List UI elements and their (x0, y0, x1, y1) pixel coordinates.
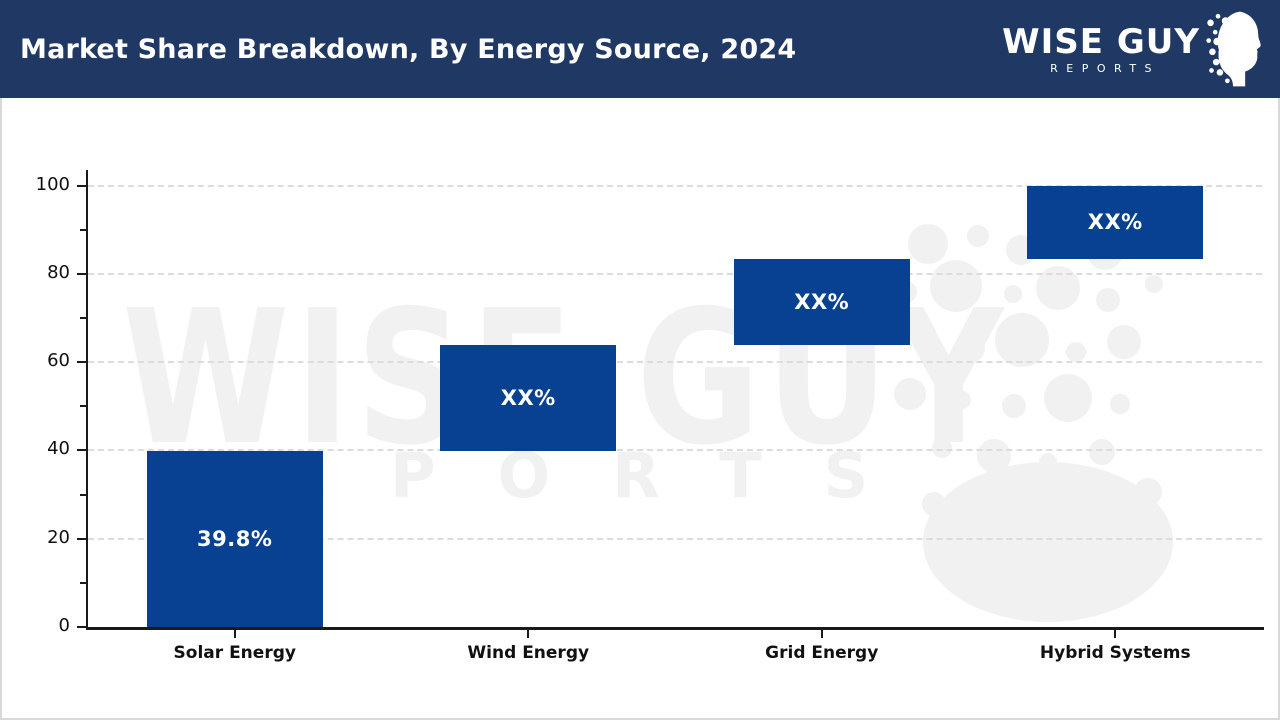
x-axis-tick (233, 630, 236, 638)
x-axis-category-label: Hybrid Systems (1039, 643, 1191, 663)
y-axis-tick-label: 60 (47, 350, 70, 372)
bar-segment: XX% (733, 258, 910, 345)
y-axis-tick-label: 80 (47, 261, 70, 283)
chart-title: Market Share Breakdown, By Energy Source… (20, 33, 797, 65)
gridline (88, 272, 1262, 275)
x-axis-tick (820, 630, 823, 638)
x-axis-category-label: Solar Energy (173, 643, 296, 663)
x-axis-line (86, 627, 1264, 630)
gridline (88, 449, 1262, 452)
y-axis-tick (77, 537, 86, 540)
bar-value-label: XX% (1087, 210, 1143, 235)
y-axis-minor-tick (80, 316, 86, 319)
brand-head-icon (1206, 11, 1261, 87)
y-axis-minor-tick (80, 405, 86, 408)
brand-name: WISE GUY (1002, 21, 1200, 62)
x-axis-tick (527, 630, 530, 638)
bar-value-label: XX% (500, 386, 556, 411)
x-axis-tick (1114, 630, 1117, 638)
gridline (88, 537, 1262, 540)
x-axis-category-label: Grid Energy (765, 643, 879, 663)
bar-segment: XX% (1027, 185, 1204, 259)
brand-logo: WISE GUY REPORTS (1002, 9, 1262, 89)
y-axis-tick (77, 184, 86, 187)
bar-segment: 39.8% (146, 451, 323, 627)
brand-subtitle: REPORTS (1050, 61, 1161, 75)
bar-value-label: 39.8% (197, 527, 273, 552)
y-axis-tick-label: 100 (35, 173, 70, 195)
bar-value-label: XX% (794, 289, 850, 314)
y-axis-tick (77, 361, 86, 364)
y-axis-tick-label: 40 (47, 438, 70, 460)
y-axis-tick-label: 0 (58, 615, 70, 636)
y-axis-tick (77, 449, 86, 452)
y-axis-tick-label: 20 (47, 526, 70, 548)
y-axis-minor-tick (80, 228, 86, 231)
brand-wordmark: WISE GUY REPORTS (1002, 24, 1200, 75)
x-axis-category-label: Wind Energy (467, 643, 590, 663)
gridline (88, 361, 1262, 364)
y-axis-minor-tick (80, 493, 86, 496)
header-bar: Market Share Breakdown, By Energy Source… (0, 0, 1280, 98)
y-axis-line (86, 170, 88, 629)
y-axis-tick (77, 626, 86, 628)
gridline (88, 184, 1262, 187)
bar-segment: XX% (440, 344, 617, 452)
y-axis-tick (77, 272, 86, 275)
y-axis-minor-tick (80, 581, 86, 584)
